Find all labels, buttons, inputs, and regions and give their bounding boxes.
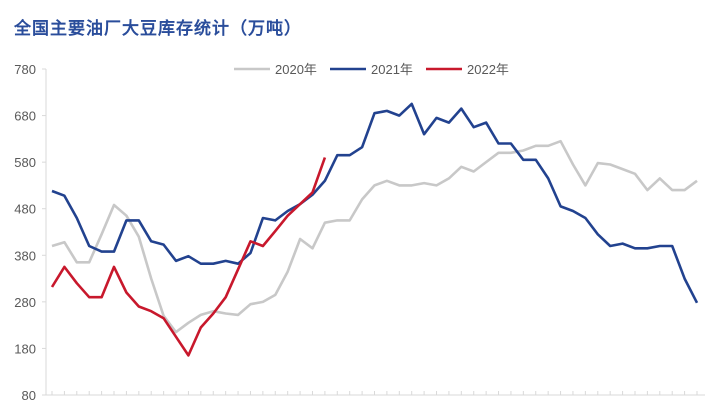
legend-label: 2022年 — [467, 62, 509, 77]
chart-title: 全国主要油厂大豆库存统计（万吨） — [14, 19, 302, 39]
legend-label: 2020年 — [275, 62, 317, 77]
legend-label: 2021年 — [371, 62, 413, 77]
series-line-2020 — [51, 139, 698, 334]
series-line-2021 — [51, 102, 699, 304]
y-tick-label: 280 — [14, 295, 36, 310]
y-tick-label: 180 — [14, 341, 36, 356]
y-tick-label: 480 — [14, 202, 36, 217]
y-tick-label: 680 — [14, 109, 36, 124]
series-line-2022 — [50, 157, 327, 357]
chart-series — [50, 102, 699, 357]
chart-legend: 2020年 2021年 2022年 — [234, 62, 509, 77]
y-tick-label: 580 — [14, 155, 36, 170]
chart-axes: 80 180 280 380 480 580 680 780 — [14, 62, 705, 403]
y-tick-label: 80 — [22, 388, 36, 403]
y-tick-label: 780 — [14, 62, 36, 77]
y-tick-label: 380 — [14, 248, 36, 263]
